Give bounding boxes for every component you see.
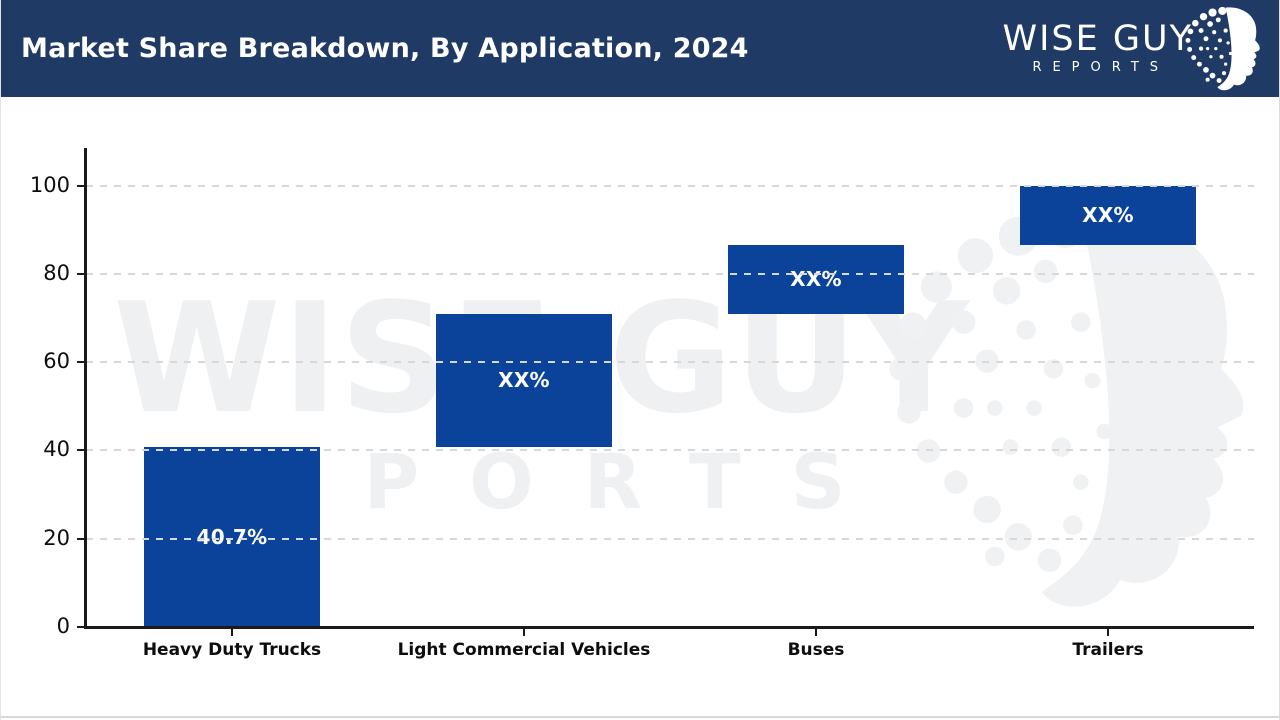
bar-value-label: XX% [1082, 203, 1134, 228]
gridline [86, 449, 1254, 452]
bar-value-label: XX% [790, 267, 842, 292]
y-tick-label: 20 [43, 525, 70, 550]
bar-segment: 40.7% [144, 447, 320, 627]
y-tick-label: 60 [43, 349, 70, 374]
bar-segment: XX% [1020, 185, 1196, 246]
x-tick-mark [523, 627, 525, 636]
gridline [86, 184, 1254, 187]
bar-segment: XX% [436, 313, 612, 448]
logo-text: WISE GUY REPORTS [1002, 19, 1193, 76]
y-tick-label: 0 [56, 614, 70, 638]
gridline [86, 272, 1254, 275]
x-axis-spine [84, 626, 1254, 629]
x-tick-mark [815, 627, 817, 636]
x-tick-mark [1107, 627, 1109, 636]
header-bar: Market Share Breakdown, By Application, … [1, 0, 1279, 97]
x-tick-label: Buses [787, 640, 845, 660]
y-tick-mark [77, 449, 86, 452]
y-tick-label: 100 [29, 172, 70, 197]
dotted-face-icon [1185, 6, 1260, 90]
logo-wordmark: WISE GUY [1002, 19, 1193, 59]
y-tick-mark [77, 626, 86, 628]
bar-value-label: XX% [498, 368, 550, 393]
bottom-border [1, 716, 1279, 718]
bar-segment: XX% [728, 245, 904, 314]
y-tick-mark [77, 272, 86, 275]
x-tick-label: Trailers [1072, 640, 1144, 660]
wiseguy-logo: WISE GUY REPORTS [1002, 6, 1265, 92]
x-tick-label: Heavy Duty Trucks [142, 640, 322, 660]
y-tick-mark [77, 537, 86, 540]
x-tick-mark [231, 627, 233, 636]
page-title: Market Share Breakdown, By Application, … [21, 33, 749, 64]
dotted-face-icon [889, 208, 1244, 607]
y-tick-label: 80 [43, 260, 70, 285]
y-tick-label: 40 [43, 437, 70, 462]
y-axis-spine [84, 148, 87, 629]
y-tick-mark [77, 361, 86, 364]
bar-value-label: 40.7% [196, 525, 268, 550]
gridline [86, 361, 1254, 364]
gridline [86, 537, 1254, 540]
logo-subtitle: REPORTS [1032, 60, 1170, 75]
x-tick-label: Light Commercial Vehicles [397, 640, 651, 660]
y-tick-mark [77, 184, 86, 187]
